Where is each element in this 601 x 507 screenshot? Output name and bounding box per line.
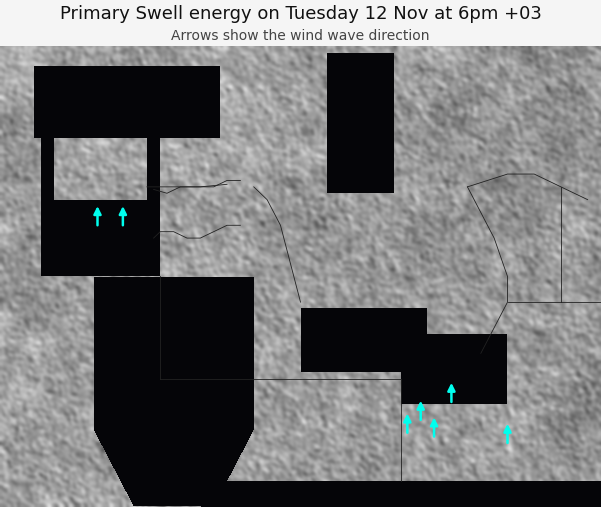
- Text: Arrows show the wind wave direction: Arrows show the wind wave direction: [171, 29, 430, 43]
- Text: Primary Swell energy on Tuesday 12 Nov at 6pm +03: Primary Swell energy on Tuesday 12 Nov a…: [59, 5, 542, 23]
